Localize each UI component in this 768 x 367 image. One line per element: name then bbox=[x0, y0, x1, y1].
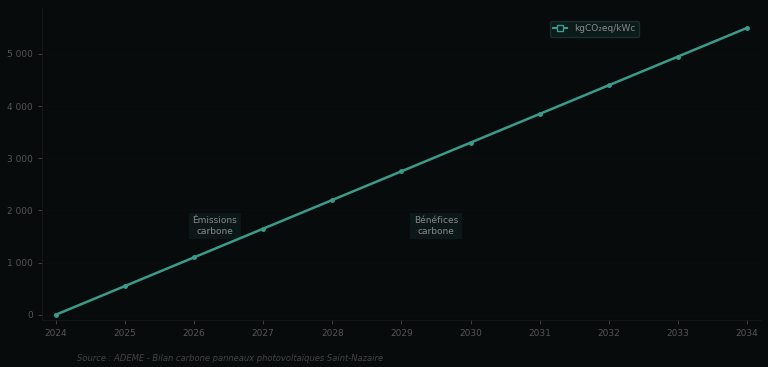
Text: Bénéfices
carbone: Bénéfices carbone bbox=[414, 217, 458, 236]
Text: Émissions
carbone: Émissions carbone bbox=[192, 217, 237, 236]
Legend: kgCO₂eq/kWc: kgCO₂eq/kWc bbox=[550, 21, 639, 37]
Text: Source : ADEME - Bilan carbone panneaux photovoltaïques Saint-Nazaire: Source : ADEME - Bilan carbone panneaux … bbox=[77, 354, 383, 363]
